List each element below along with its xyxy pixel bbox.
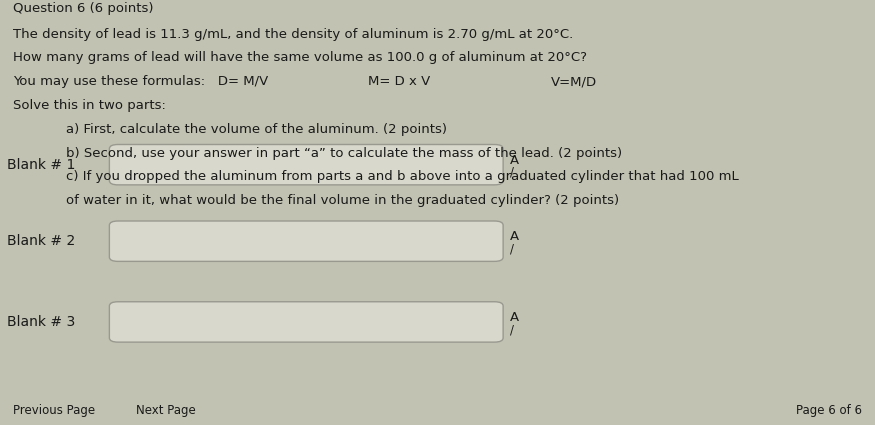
Text: A: A [510,154,519,167]
Text: Previous Page: Previous Page [13,404,95,417]
Text: Blank # 1: Blank # 1 [7,158,75,172]
Text: A: A [510,230,519,244]
Text: /: / [510,242,514,255]
Text: M= D x V: M= D x V [368,75,430,88]
Text: You may use these formulas:   D= M/V: You may use these formulas: D= M/V [13,75,269,88]
Text: a) First, calculate the volume of the aluminum. (2 points): a) First, calculate the volume of the al… [66,123,446,136]
Text: c) If you dropped the aluminum from parts a and b above into a graduated cylinde: c) If you dropped the aluminum from part… [66,170,738,184]
FancyBboxPatch shape [109,221,503,261]
Text: V=M/D: V=M/D [551,75,598,88]
Text: of water in it, what would be the final volume in the graduated cylinder? (2 poi: of water in it, what would be the final … [66,194,619,207]
Text: Blank # 3: Blank # 3 [7,315,75,329]
Text: How many grams of lead will have the same volume as 100.0 g of aluminum at 20°C?: How many grams of lead will have the sam… [13,51,587,65]
FancyBboxPatch shape [109,144,503,185]
Text: Solve this in two parts:: Solve this in two parts: [13,99,166,112]
Text: Blank # 2: Blank # 2 [7,234,75,248]
Text: /: / [510,323,514,336]
Text: The density of lead is 11.3 g/mL, and the density of aluminum is 2.70 g/mL at 20: The density of lead is 11.3 g/mL, and th… [13,28,573,41]
Text: Next Page: Next Page [136,404,195,417]
Text: Question 6 (6 points): Question 6 (6 points) [13,2,154,15]
Text: A: A [510,311,519,324]
FancyBboxPatch shape [109,302,503,342]
Text: Page 6 of 6: Page 6 of 6 [796,404,862,417]
Text: b) Second, use your answer in part “a” to calculate the mass of the lead. (2 poi: b) Second, use your answer in part “a” t… [66,147,622,160]
Text: /: / [510,166,514,179]
